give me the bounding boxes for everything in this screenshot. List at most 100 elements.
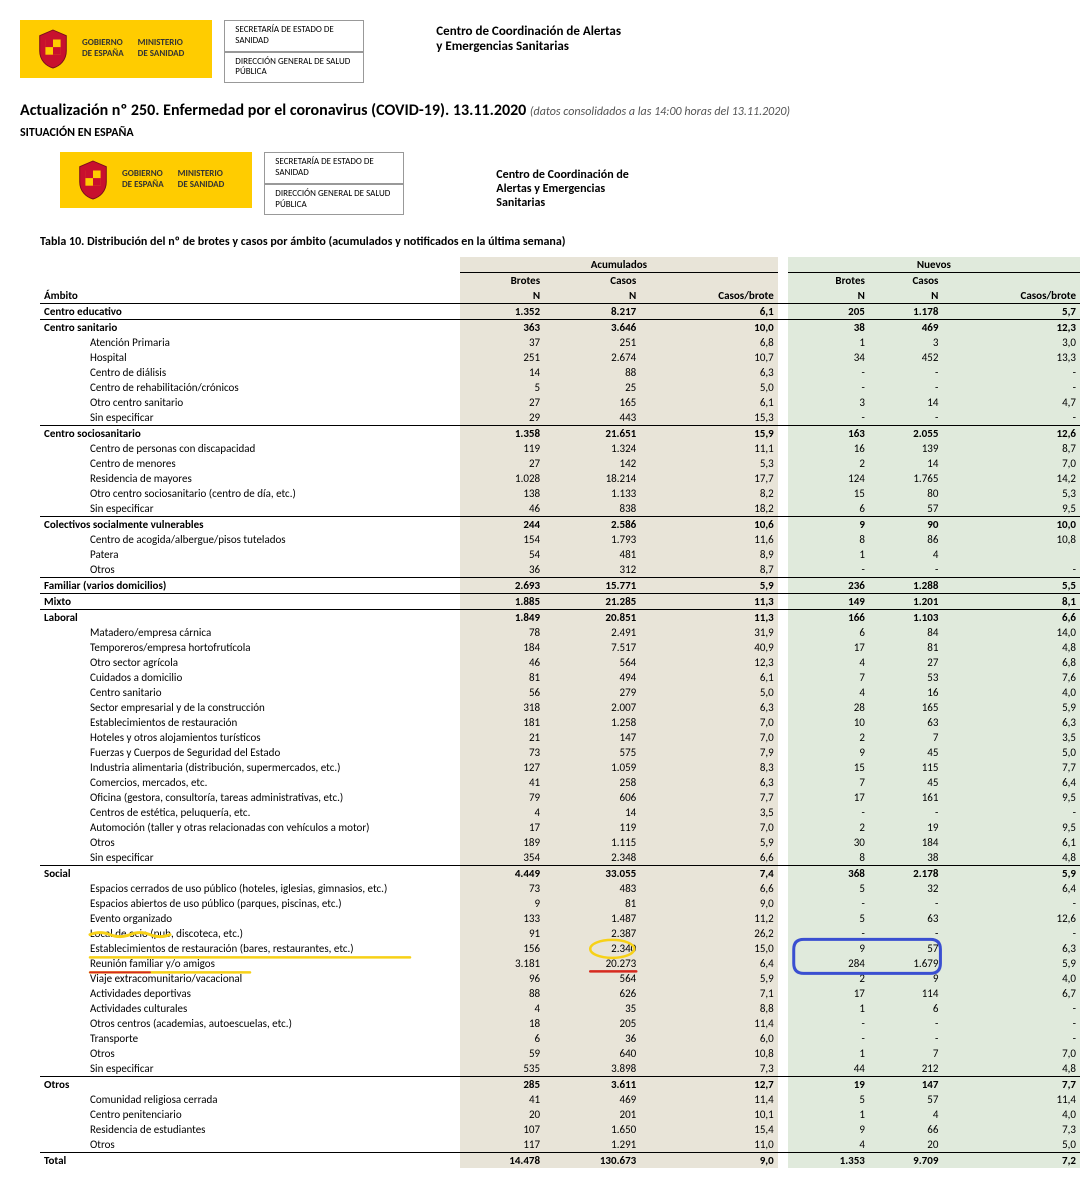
acum-brotes: 46 <box>460 655 544 670</box>
total-row: Total14.478130.6739,01.3539.7097,2 <box>40 1153 1080 1169</box>
acum-casos: 21.285 <box>544 594 640 610</box>
sub-row: Otros5964010,8177,0 <box>40 1046 1080 1061</box>
row-label: Oficina (gestora, consultoría, tareas ad… <box>40 790 460 805</box>
acum-brotes: 81 <box>460 670 544 685</box>
acum-ratio: 15,3 <box>640 410 778 426</box>
nuev-brotes: 1 <box>788 547 869 562</box>
nuev-ratio: 4,0 <box>942 971 1080 986</box>
acum-ratio: 6,1 <box>640 304 778 320</box>
acum-brotes: 4.449 <box>460 866 544 882</box>
spacer <box>778 532 788 547</box>
h-n-a2: N <box>544 288 640 304</box>
acum-brotes: 59 <box>460 1046 544 1061</box>
sub-row: Hospital2512.67410,73445213,3 <box>40 350 1080 365</box>
acum-casos: 312 <box>544 562 640 578</box>
acum-casos: 443 <box>544 410 640 426</box>
nuev-casos: 53 <box>869 670 943 685</box>
nuev-ratio: 4,8 <box>942 850 1080 866</box>
acum-casos: 2.491 <box>544 625 640 640</box>
row-label: Cuidados a domicilio <box>40 670 460 685</box>
nuev-ratio: 12,3 <box>942 320 1080 336</box>
nuev-ratio <box>942 547 1080 562</box>
sub-row: Otros1171.29111,04205,0 <box>40 1137 1080 1153</box>
sub-row: Automoción (taller y otras relacionadas … <box>40 820 1080 835</box>
acum-brotes: 318 <box>460 700 544 715</box>
acum-ratio: 10,7 <box>640 350 778 365</box>
nuev-brotes: 38 <box>788 320 869 336</box>
nuev-brotes: 44 <box>788 1061 869 1077</box>
nuev-casos: 84 <box>869 625 943 640</box>
spacer <box>778 775 788 790</box>
acum-ratio: 11,3 <box>640 610 778 626</box>
spacer <box>778 304 788 320</box>
nuev-casos: - <box>869 562 943 578</box>
acum-ratio: 31,9 <box>640 625 778 640</box>
spacer <box>778 395 788 410</box>
nuev-casos: - <box>869 896 943 911</box>
nuev-brotes: 15 <box>788 760 869 775</box>
nuev-brotes: 16 <box>788 441 869 456</box>
nuev-brotes: 8 <box>788 850 869 866</box>
acum-ratio: 7,7 <box>640 790 778 805</box>
nuev-ratio: 5,7 <box>942 304 1080 320</box>
nuev-casos: 4 <box>869 1107 943 1122</box>
row-label: Centro penitenciario <box>40 1107 460 1122</box>
acum-ratio: 9,0 <box>640 896 778 911</box>
acum-ratio: 7,3 <box>640 1061 778 1077</box>
row-label: Otro centro sanitario <box>40 395 460 410</box>
nuev-ratio: - <box>942 1031 1080 1046</box>
dept-stack-2: SECRETARÍA DE ESTADO DE SANIDAD DIRECCIÓ… <box>264 152 404 215</box>
spacer <box>778 1031 788 1046</box>
acum-ratio: 9,0 <box>640 1153 778 1169</box>
nuev-casos: 1.765 <box>869 471 943 486</box>
nuev-ratio: 8,7 <box>942 441 1080 456</box>
h-cb-n: Casos/brote <box>942 288 1080 304</box>
section-row: Familiar (varios domicilios)2.69315.7715… <box>40 578 1080 594</box>
acum-ratio: 6,3 <box>640 700 778 715</box>
acum-casos: 165 <box>544 395 640 410</box>
h-casos-a: Casos <box>544 273 640 289</box>
acum-casos: 20.273 <box>544 956 640 971</box>
nuev-casos: 161 <box>869 790 943 805</box>
row-label: Reunión familiar y/o amigos <box>40 956 460 971</box>
nuev-casos: 90 <box>869 517 943 533</box>
acum-casos: 1.324 <box>544 441 640 456</box>
acum-brotes: 2.693 <box>460 578 544 594</box>
nuev-ratio: - <box>942 562 1080 578</box>
sub-row: Espacios abiertos de uso público (parque… <box>40 896 1080 911</box>
nuev-ratio: - <box>942 805 1080 820</box>
nuev-casos: 1.679 <box>869 956 943 971</box>
acum-casos: 1.133 <box>544 486 640 501</box>
nuev-ratio: 14,0 <box>942 625 1080 640</box>
row-label: Sin especificar <box>40 850 460 866</box>
acum-ratio: 11,1 <box>640 441 778 456</box>
spacer <box>778 1077 788 1093</box>
h-brotes-a: Brotes <box>460 273 544 289</box>
nuev-brotes: 284 <box>788 956 869 971</box>
nuev-casos: 16 <box>869 685 943 700</box>
spacer <box>778 805 788 820</box>
nuev-ratio: 10,8 <box>942 532 1080 547</box>
acum-ratio: 6,8 <box>640 335 778 350</box>
nuev-ratio: 10,0 <box>942 517 1080 533</box>
sub-row: Otro centro sociosanitario (centro de dí… <box>40 486 1080 501</box>
sub-row: Transporte6366,0--- <box>40 1031 1080 1046</box>
spacer <box>778 866 788 882</box>
acum-casos: 25 <box>544 380 640 395</box>
nuev-ratio: 5,3 <box>942 486 1080 501</box>
sub-row: Local de ocio (pub, discoteca, etc.)912.… <box>40 926 1080 941</box>
nuev-brotes: 149 <box>788 594 869 610</box>
row-label: Industria alimentaria (distribución, sup… <box>40 760 460 775</box>
spacer <box>778 335 788 350</box>
acum-brotes: 27 <box>460 395 544 410</box>
nuev-ratio: 5,9 <box>942 700 1080 715</box>
nuev-casos: 63 <box>869 911 943 926</box>
nuev-brotes: 236 <box>788 578 869 594</box>
nuev-casos: 45 <box>869 745 943 760</box>
nuev-ratio: 7,3 <box>942 1122 1080 1137</box>
nuev-ratio: 5,0 <box>942 745 1080 760</box>
dept-stack: SECRETARÍA DE ESTADO DE SANIDAD DIRECCIÓ… <box>224 20 364 83</box>
row-label: Otros <box>40 1137 460 1153</box>
acum-brotes: 29 <box>460 410 544 426</box>
sub-row: Temporeros/empresa hortofrutícola1847.51… <box>40 640 1080 655</box>
